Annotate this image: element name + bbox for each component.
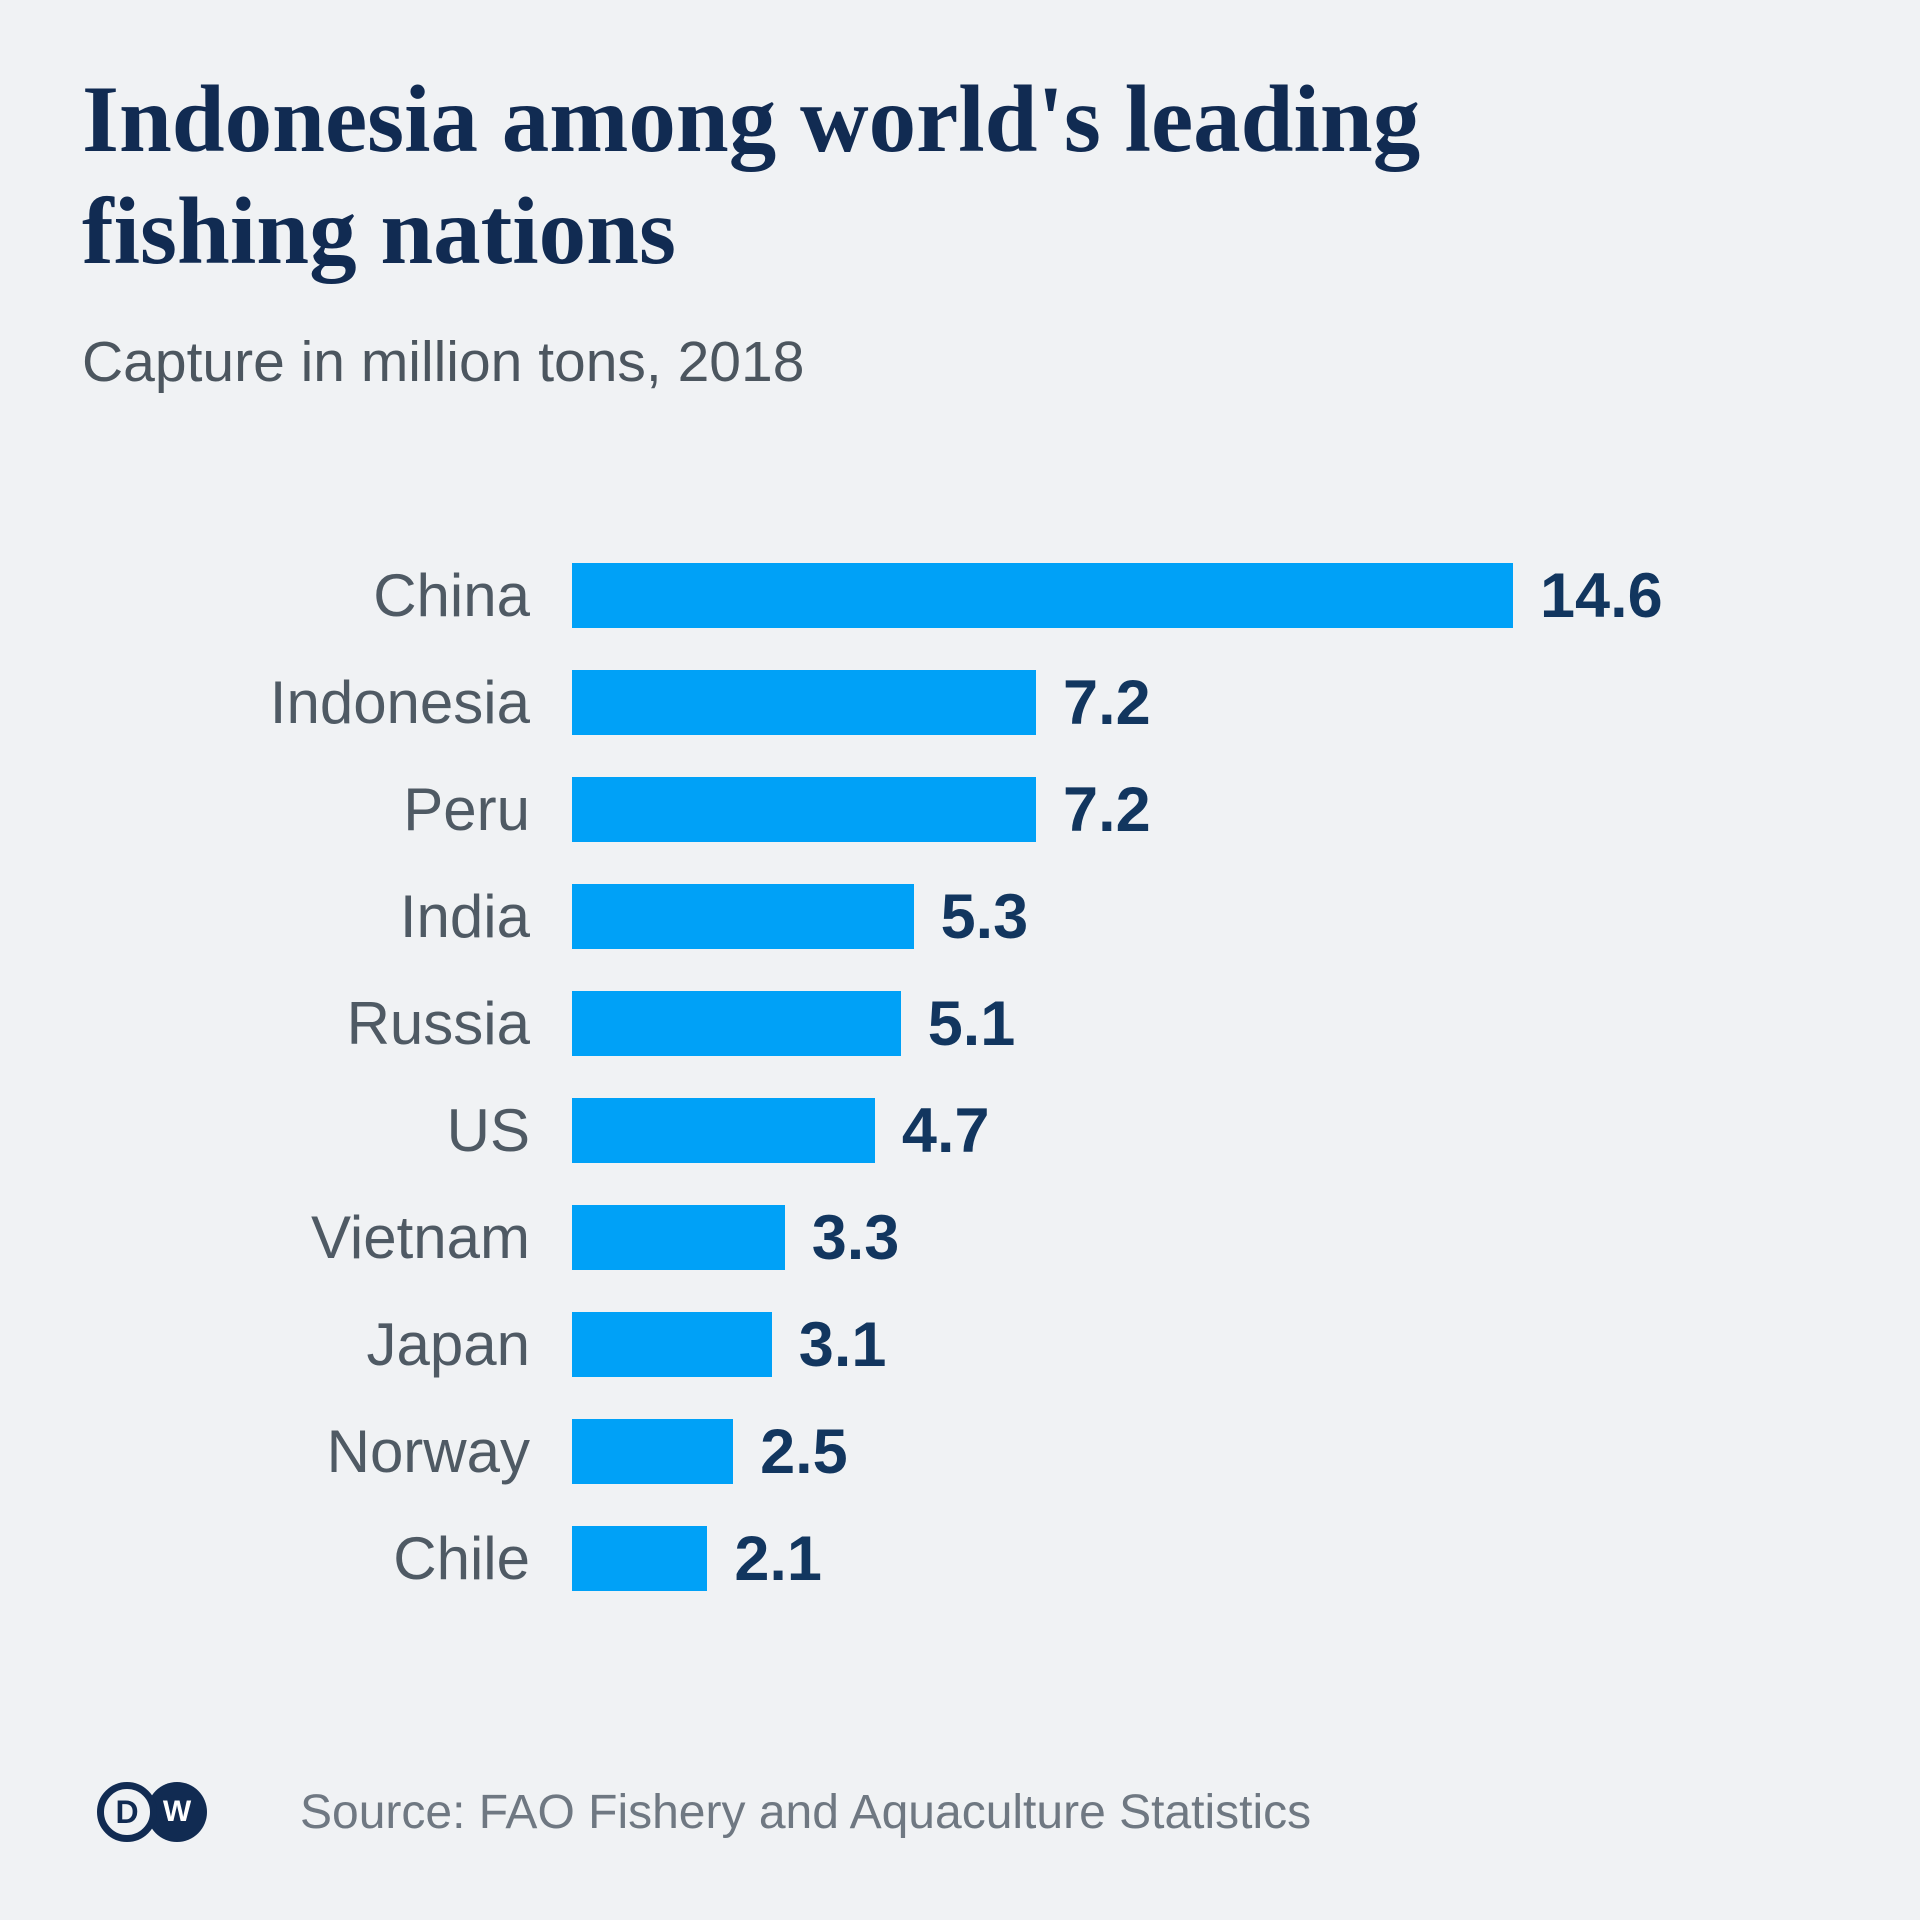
bar-row-vietnam: Vietnam 3.3 — [82, 1203, 1838, 1273]
footer: D W Source: FAO Fishery and Aquaculture … — [82, 1782, 1311, 1842]
category-label: Norway — [326, 1418, 530, 1485]
bar — [572, 1419, 734, 1484]
category-label: Japan — [366, 1311, 530, 1378]
bar-row-india: India 5.3 — [82, 882, 1838, 952]
bar — [572, 670, 1037, 735]
bar-track: 2.5 — [572, 1417, 1838, 1487]
value-label: 7.2 — [1063, 667, 1151, 738]
value-label: 3.3 — [811, 1202, 900, 1273]
bar — [572, 1098, 875, 1163]
bar — [572, 884, 914, 949]
bar-row-chile: Chile 2.1 — [82, 1524, 1838, 1594]
bar — [572, 1312, 772, 1377]
bar-row-peru: Peru 7.2 — [82, 775, 1838, 845]
value-label: 2.1 — [734, 1523, 822, 1594]
bar-track: 3.1 — [572, 1310, 1838, 1380]
bar-track: 7.2 — [572, 668, 1838, 738]
value-label: 2.5 — [760, 1416, 848, 1487]
value-label: 3.1 — [798, 1309, 887, 1380]
bar-row-china: China 14.6 — [82, 561, 1838, 631]
bar-row-norway: Norway 2.5 — [82, 1417, 1838, 1487]
bar — [572, 991, 901, 1056]
source-text: Source: FAO Fishery and Aquaculture Stat… — [300, 1785, 1312, 1839]
bar — [572, 1526, 708, 1591]
bar-track: 7.2 — [572, 775, 1838, 845]
category-label: Peru — [403, 776, 530, 843]
category-label: US — [446, 1097, 530, 1164]
category-label: Vietnam — [310, 1204, 530, 1271]
category-label: Russia — [346, 990, 530, 1057]
bar-track: 4.7 — [572, 1096, 1838, 1166]
dw-logo-d-circle: D — [97, 1782, 157, 1842]
category-label: Chile — [393, 1525, 530, 1592]
dw-logo-w-letter: W — [162, 1795, 192, 1828]
bar-row-indonesia: Indonesia 7.2 — [82, 668, 1838, 738]
bar-chart: China 14.6 Indonesia 7.2 Peru 7.2 India 5.3 Russ… — [82, 561, 1838, 1594]
bar-row-japan: Japan 3.1 — [82, 1310, 1838, 1380]
title-line-1: Indonesia among world's leading — [82, 66, 1421, 172]
category-label: China — [373, 562, 530, 629]
bar — [572, 563, 1513, 628]
value-label: 4.7 — [901, 1095, 990, 1166]
bar-track: 2.1 — [572, 1524, 1838, 1594]
bar-track: 14.6 — [572, 561, 1838, 631]
chart-subtitle: Capture in million tons, 2018 — [82, 330, 805, 394]
bar-track: 5.1 — [572, 989, 1838, 1059]
bar-row-russia: Russia 5.1 — [82, 989, 1838, 1059]
value-label: 5.3 — [940, 881, 1029, 952]
bar-track: 5.3 — [572, 882, 1838, 952]
bar — [572, 1205, 785, 1270]
bar-row-us: US 4.7 — [82, 1096, 1838, 1166]
page-title: Indonesia among world's leading fishing … — [82, 63, 1838, 287]
dw-logo: D W — [97, 1782, 207, 1842]
bar-track: 3.3 — [572, 1203, 1838, 1273]
title-line-2: fishing nations — [82, 178, 676, 284]
dw-logo-w-circle: W — [147, 1782, 207, 1842]
category-label: India — [399, 883, 530, 950]
bar — [572, 777, 1037, 842]
value-label: 5.1 — [927, 988, 1016, 1059]
category-label: Indonesia — [269, 669, 530, 736]
value-label: 14.6 — [1540, 560, 1663, 631]
dw-logo-d-letter: D — [115, 1794, 139, 1830]
value-label: 7.2 — [1063, 774, 1151, 845]
